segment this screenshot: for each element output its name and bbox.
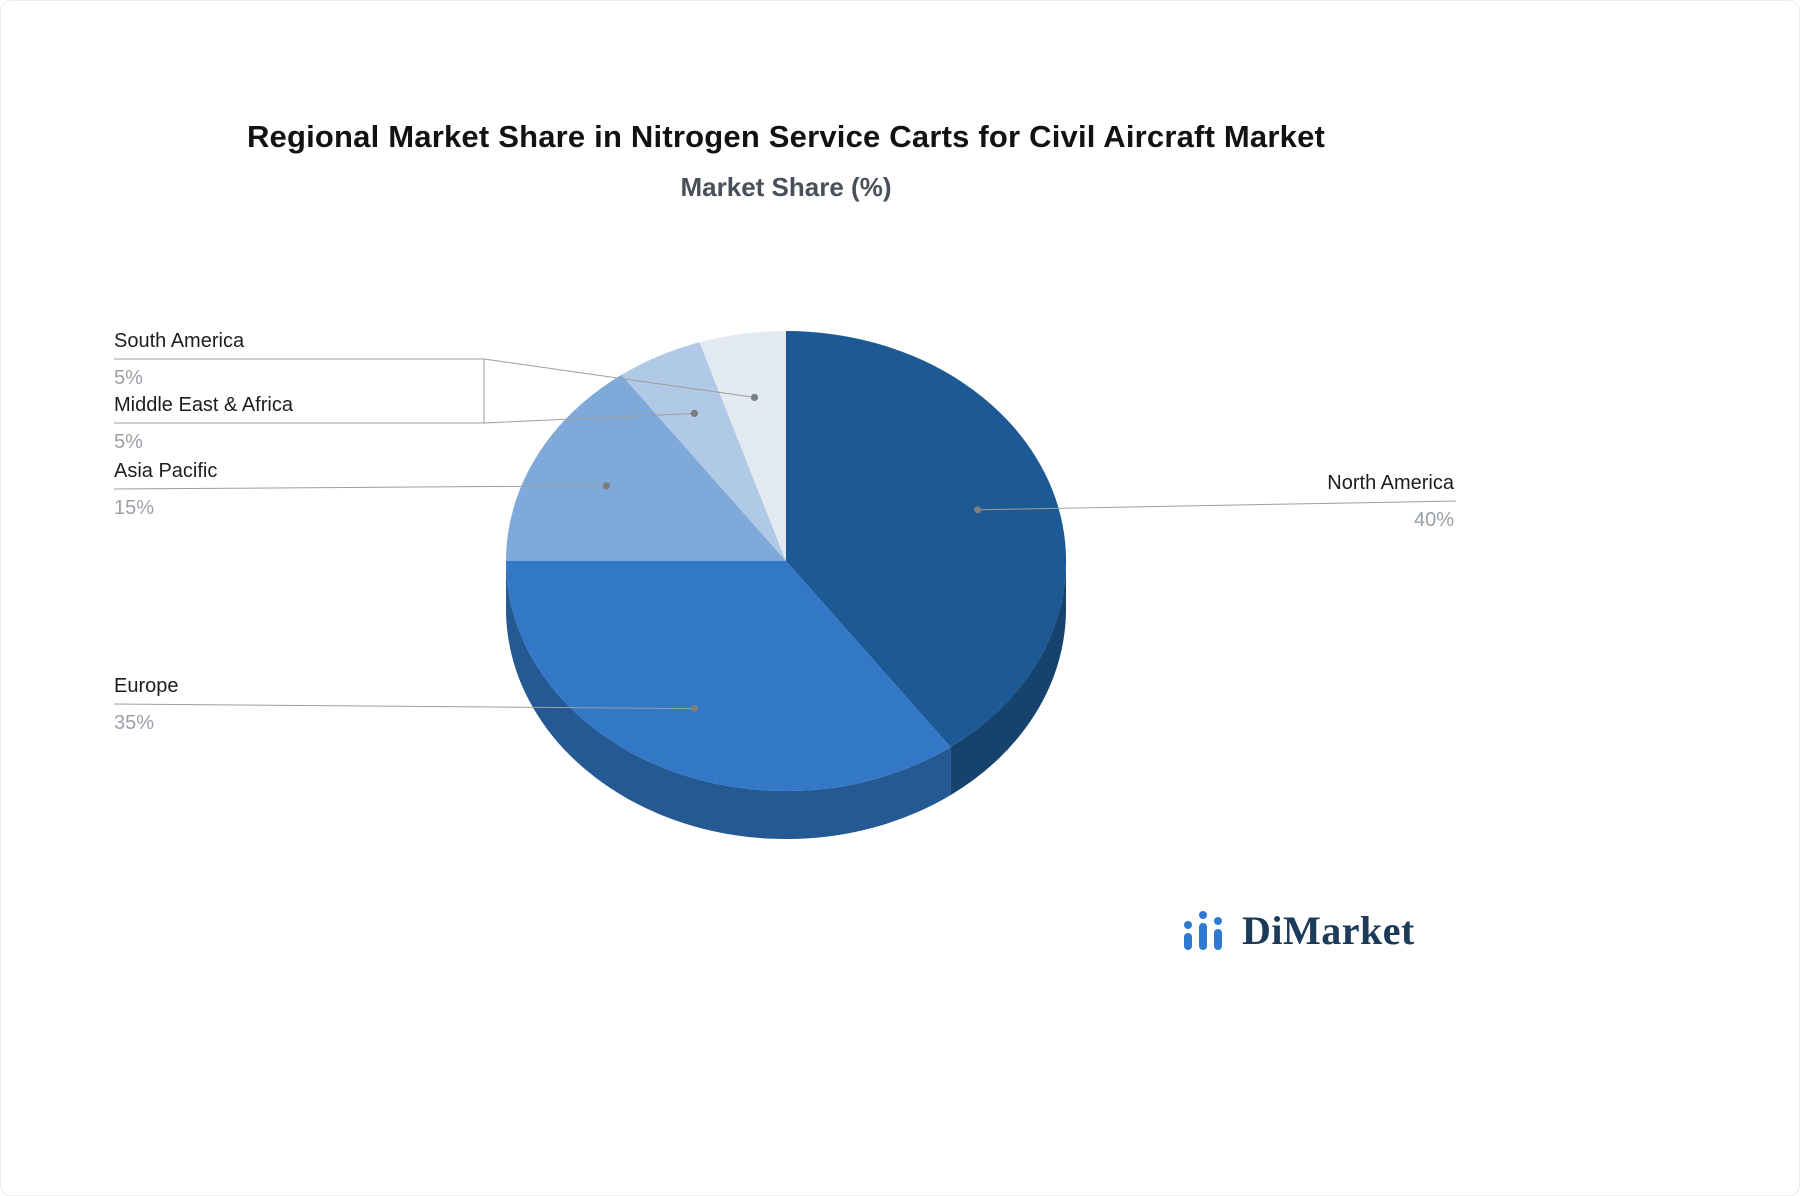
pie-label-middle-east-africa: Middle East & Africa 5% xyxy=(114,392,293,455)
pie-slice-north-america xyxy=(786,331,1067,748)
pie-label-name: North America xyxy=(1327,472,1454,494)
pie-slice-side xyxy=(950,561,1066,796)
leader-dot xyxy=(602,482,611,490)
pie-slice-middle-east-africa xyxy=(621,342,786,561)
leader-dot xyxy=(690,705,699,713)
pie-slice-europe xyxy=(506,561,951,792)
leader-dot xyxy=(750,393,759,401)
logo-text: DiMarket xyxy=(1242,907,1415,953)
pie-label-value: 5% xyxy=(114,367,143,389)
pie-label-south-america: South America 5% xyxy=(114,328,244,391)
pie-label-asia-pacific: Asia Pacific 15% xyxy=(114,458,217,521)
leader-dot xyxy=(974,506,982,514)
pie-label-value: 40% xyxy=(1413,509,1454,531)
pie-label-value: 5% xyxy=(114,431,143,453)
pie-slice-asia-pacific xyxy=(506,374,786,561)
chart-header: Regional Market Share in Nitrogen Servic… xyxy=(1,119,1571,203)
leader-dot xyxy=(690,409,699,417)
pie-label-name: Middle East & Africa xyxy=(114,394,293,416)
leader-line xyxy=(114,412,695,424)
leader-line xyxy=(114,358,755,398)
pie-slice-side xyxy=(505,561,951,840)
leader-line xyxy=(113,703,695,710)
pie-label-name: Europe xyxy=(114,675,179,697)
pie-slice-south-america xyxy=(699,331,786,561)
chart-title: Regional Market Share in Nitrogen Servic… xyxy=(246,119,1326,154)
pie-label-europe: Europe 35% xyxy=(114,673,179,736)
leader-line xyxy=(977,500,1457,511)
pie-label-north-america: North America 40% xyxy=(1327,470,1454,533)
chart-subtitle: Market Share (%) xyxy=(680,172,892,202)
pie-label-name: South America xyxy=(114,330,245,352)
leader-line xyxy=(113,485,607,490)
pie-label-name: Asia Pacific xyxy=(114,460,218,482)
dimarket-logo: DiMarket xyxy=(1181,906,1415,954)
bar-chart-icon xyxy=(1184,911,1222,950)
pie-label-value: 15% xyxy=(114,497,155,519)
pie-label-value: 35% xyxy=(114,712,155,734)
